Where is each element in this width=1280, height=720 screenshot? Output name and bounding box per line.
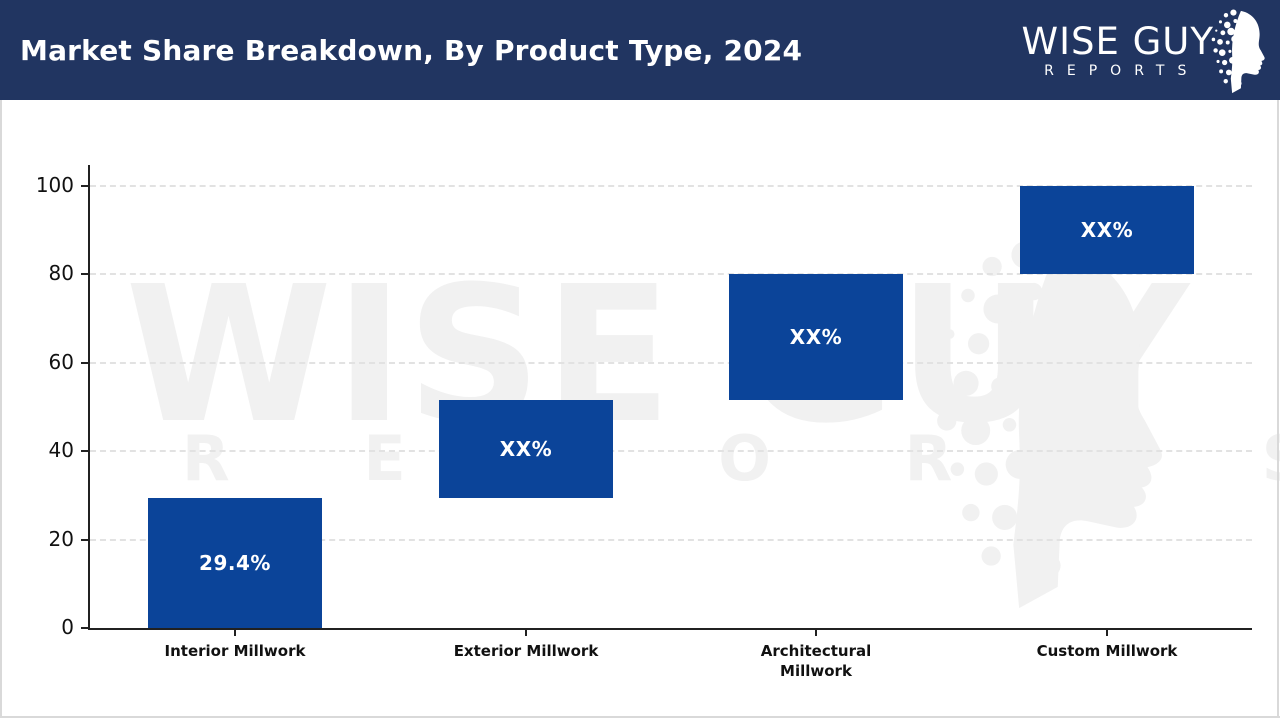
x-tick-mark-2 [525, 628, 527, 636]
x-category-label: Interior Millwork [164, 642, 306, 660]
bar-value-label: XX% [499, 437, 553, 462]
gridline-60 [90, 361, 1252, 364]
logo-text: WISE GUY REPORTS [1022, 23, 1214, 78]
page-bottom-border [0, 716, 1280, 718]
y-tick-mark-60 [81, 361, 90, 364]
x-tick-mark-4 [1106, 628, 1108, 636]
page-title: Market Share Breakdown, By Product Type,… [20, 33, 803, 67]
y-tick-label-100: 100 [35, 173, 74, 197]
y-tick-label-40: 40 [48, 438, 74, 463]
gridline-40 [90, 450, 1252, 453]
x-category-label: Custom Millwork [1036, 642, 1178, 660]
page-left-border [0, 100, 2, 718]
bar-4: XX% [1020, 186, 1194, 275]
y-tick-label-0: 0 [61, 615, 74, 639]
watermark-wordmark: WISE GUY [125, 246, 1191, 465]
gridline-80 [90, 273, 1252, 276]
y-tick-mark-20 [81, 538, 90, 541]
x-tick-mark-1 [234, 628, 236, 636]
bar-value-label: XX% [1080, 218, 1134, 243]
bar-3: XX% [729, 274, 903, 401]
y-tick-mark-0 [81, 627, 90, 629]
bar-value-label: XX% [789, 325, 843, 350]
bar-2: XX% [439, 400, 613, 499]
y-tick-label-20: 20 [48, 526, 74, 551]
logo-wordmark: WISE GUY [1021, 19, 1214, 63]
x-category-label: Exterior Millwork [453, 642, 599, 660]
header-bar: Market Share Breakdown, By Product Type,… [0, 0, 1280, 100]
wise-guy-reports-logo: WISE GUY REPORTS [1022, 6, 1266, 94]
x-category-label: Architectural Millwork [760, 642, 872, 680]
x-axis-line [88, 628, 1252, 630]
gridline-100 [90, 185, 1252, 187]
bar-value-label: 29.4% [199, 551, 271, 576]
x-tick-mark-3 [815, 628, 817, 636]
gridline-20 [90, 538, 1252, 541]
logo-subtitle: REPORTS [1044, 62, 1200, 79]
y-tick-mark-100 [81, 185, 90, 187]
bar-1: 29.4% [148, 498, 322, 628]
y-tick-label-80: 80 [48, 261, 74, 286]
y-tick-mark-80 [81, 273, 90, 276]
y-tick-label-60: 60 [48, 349, 74, 374]
page-right-border [1277, 100, 1279, 718]
y-axis-line [88, 165, 90, 630]
chart-plot-area: 0 20 40 60 80 100 29.4% Interior Millwork XX% Ext… [0, 100, 1280, 716]
y-tick-mark-40 [81, 450, 90, 453]
